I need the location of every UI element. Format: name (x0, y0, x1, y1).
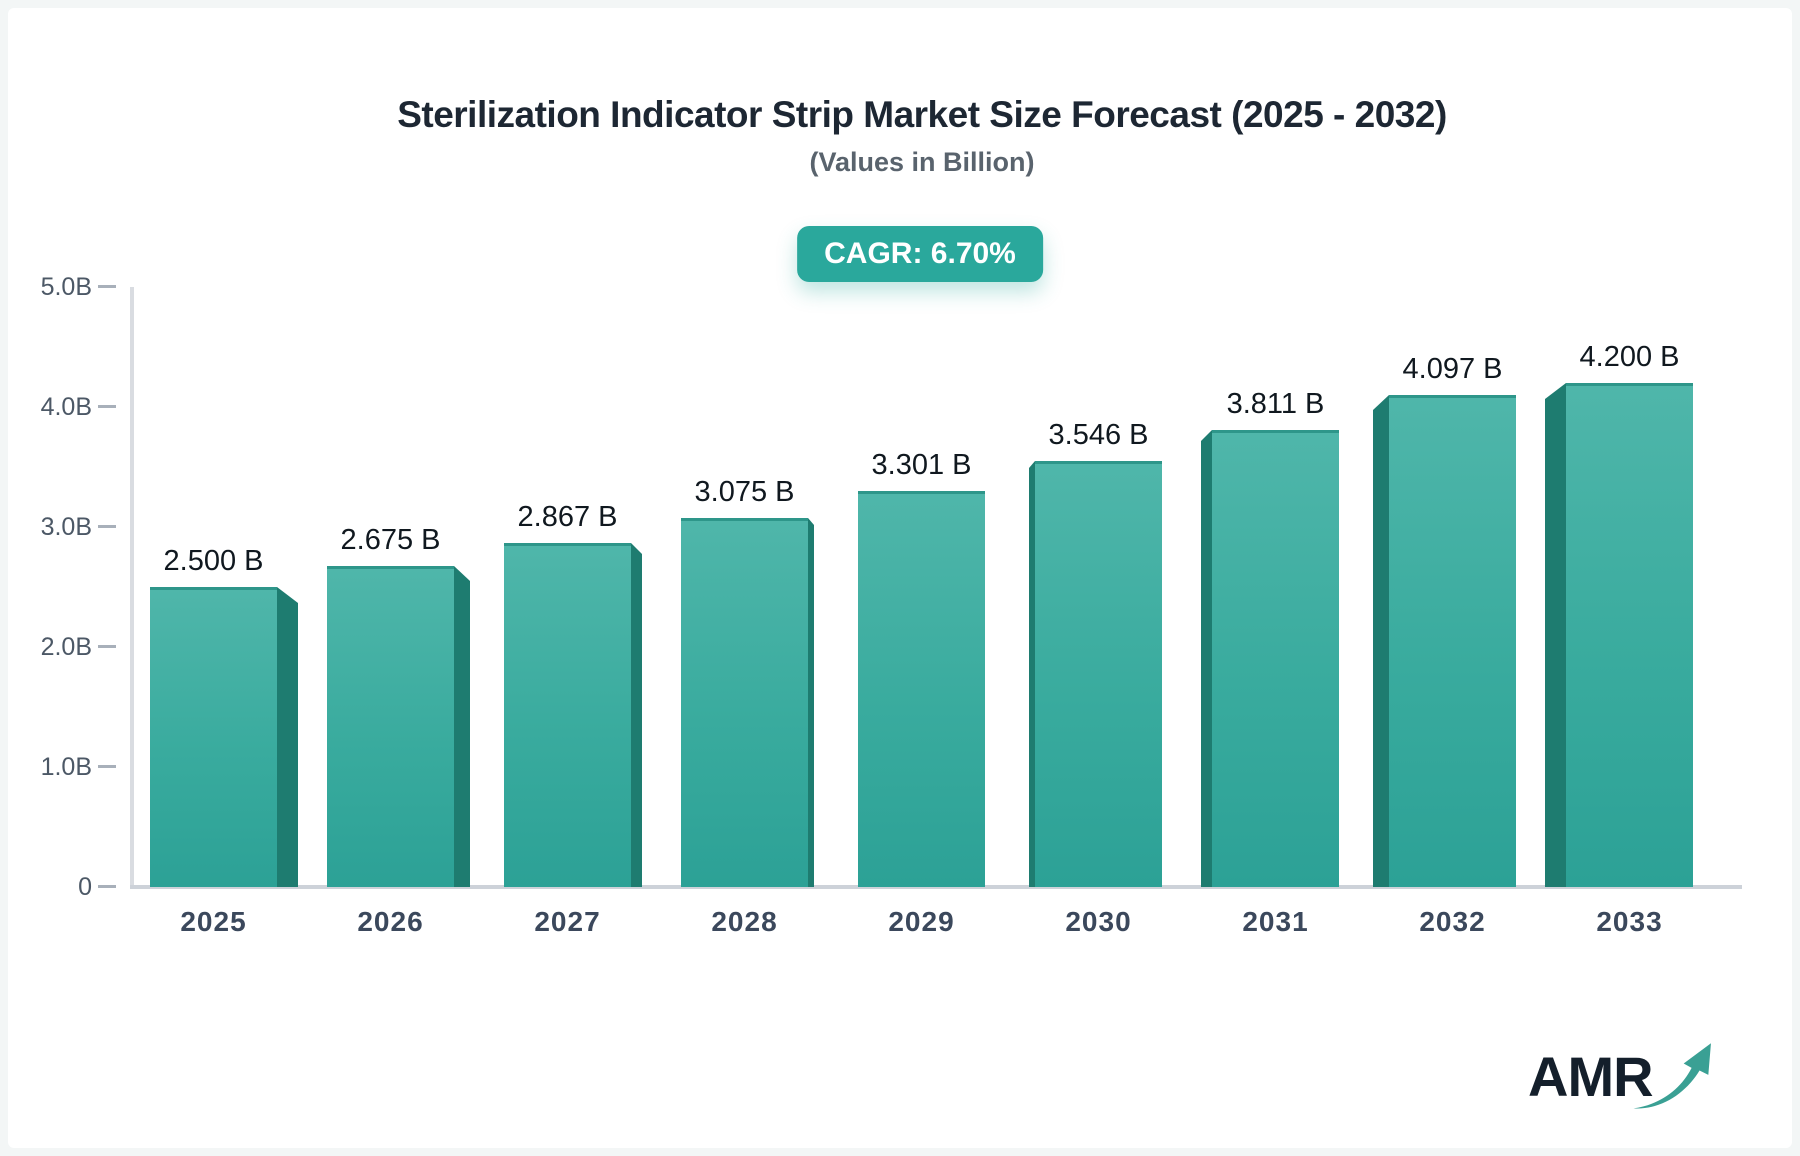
amr-logo: AMR (1528, 1030, 1788, 1125)
growth-arrow-icon (1633, 1043, 1711, 1109)
bar-2029 (858, 491, 985, 887)
bar-2028 (681, 518, 808, 887)
x-axis-label: 2031 (1242, 906, 1309, 937)
bar-value-label: 3.301 B (871, 449, 972, 481)
bar-3d-side (1373, 395, 1389, 887)
bar-3d-side (1545, 383, 1566, 887)
x-axis-label: 2028 (711, 906, 778, 937)
bar-value-label: 2.675 B (340, 524, 441, 556)
y-axis-tick-label: 3.0B (40, 513, 92, 541)
y-axis-tick (98, 285, 116, 288)
bar-value-label: 4.200 B (1579, 341, 1680, 373)
bar-3d-side (1029, 461, 1035, 887)
bar-3d-side (808, 518, 814, 887)
bar-2027 (504, 543, 631, 887)
bar-2026 (327, 566, 454, 887)
bar-value-label: 3.075 B (694, 476, 795, 508)
y-axis-tick (98, 405, 116, 408)
x-axis-label: 2033 (1596, 906, 1663, 937)
y-axis-tick-label: 2.0B (40, 633, 92, 661)
bar-3d-side (277, 587, 298, 887)
bar-2025 (150, 587, 277, 887)
bar-3d-side (1201, 430, 1212, 887)
amr-logo-text: AMR (1528, 1045, 1654, 1108)
x-axis-label: 2027 (534, 906, 601, 937)
bar-value-label: 2.867 B (517, 501, 618, 533)
bar-value-label: 3.811 B (1226, 388, 1325, 420)
y-axis-tick-label: 5.0B (40, 273, 92, 301)
y-axis-tick-label: 1.0B (40, 753, 92, 781)
y-axis-tick-label: 4.0B (40, 393, 92, 421)
y-axis-tick (98, 885, 116, 888)
cagr-badge: CAGR: 6.70% (797, 226, 1043, 282)
bar-2033 (1566, 383, 1693, 887)
bar-2031 (1212, 430, 1339, 887)
y-axis-tick (98, 525, 116, 528)
y-axis-line (130, 287, 134, 887)
bar-2032 (1389, 395, 1516, 887)
x-axis-label: 2029 (888, 906, 955, 937)
y-axis-tick (98, 765, 116, 768)
bar-value-label: 2.500 B (163, 545, 264, 577)
bar-value-label: 3.546 B (1048, 419, 1149, 451)
y-axis-tick (98, 645, 116, 648)
x-axis-label: 2032 (1419, 906, 1486, 937)
x-axis-label: 2025 (180, 906, 247, 937)
bar-value-label: 4.097 B (1402, 353, 1503, 385)
chart-subtitle: (Values in Billion) (809, 147, 1035, 177)
bar-3d-side (631, 543, 642, 887)
x-axis-label: 2026 (357, 906, 424, 937)
x-axis-baseline (130, 885, 1742, 889)
chart-title: Sterilization Indicator Strip Market Siz… (397, 94, 1447, 135)
bar-3d-side (454, 566, 470, 887)
bar-2030 (1035, 461, 1162, 887)
y-axis-tick-label: 0 (78, 873, 92, 901)
x-axis-label: 2030 (1065, 906, 1132, 937)
